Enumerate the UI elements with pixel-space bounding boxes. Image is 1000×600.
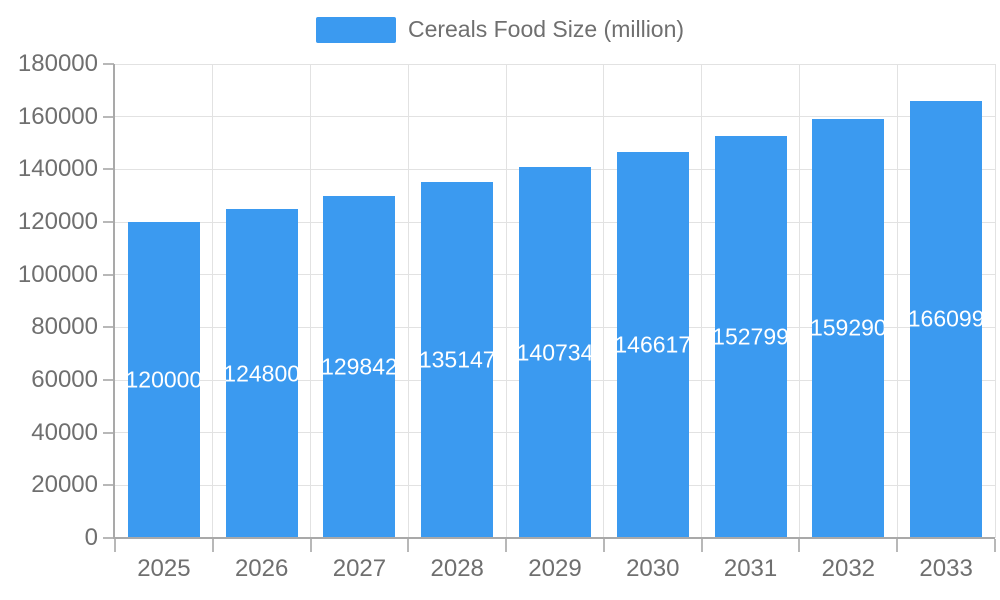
x-gridline <box>701 64 703 538</box>
legend-item[interactable]: Cereals Food Size (million) <box>0 16 1000 43</box>
y-axis-tick <box>103 115 114 118</box>
y-axis-label: 80000 <box>31 313 98 341</box>
x-axis-label: 2033 <box>919 555 973 582</box>
y-axis-tick <box>103 379 114 381</box>
bar-value-label: 140734 <box>519 339 591 366</box>
bar[interactable]: 124800 <box>225 209 298 538</box>
bar-value-label: 146617 <box>616 331 689 358</box>
y-axis-line <box>113 64 115 538</box>
bar[interactable]: 135147 <box>421 182 494 538</box>
x-axis-label: 2030 <box>626 555 680 582</box>
y-axis-label: 140000 <box>17 155 98 183</box>
x-axis-tick <box>505 539 508 552</box>
y-axis-tick <box>103 168 114 171</box>
y-axis-label: 0 <box>84 524 98 551</box>
x-axis-tick <box>407 539 410 552</box>
x-axis-tick <box>309 539 312 552</box>
x-axis-tick <box>700 539 703 552</box>
bar[interactable]: 129842 <box>323 196 396 538</box>
x-axis-label: 2029 <box>528 555 582 582</box>
bar[interactable]: 120000 <box>127 222 200 538</box>
y-axis-tick <box>103 431 114 434</box>
y-axis-tick <box>103 326 114 329</box>
y-axis-label: 180000 <box>17 50 98 77</box>
y-axis-tick <box>103 273 114 276</box>
x-axis-label: 2032 <box>821 555 876 582</box>
bar[interactable]: 159290 <box>812 118 885 538</box>
bar-value-label: 159290 <box>812 314 885 341</box>
bar-value-label: 124800 <box>225 360 298 387</box>
x-axis-label: 2027 <box>332 555 387 582</box>
x-axis-line <box>113 537 995 539</box>
x-axis-tick <box>602 539 605 552</box>
bar-value-label: 152799 <box>714 323 787 350</box>
y-axis-tick <box>103 221 114 223</box>
y-axis-label: 60000 <box>31 366 98 393</box>
x-gridline <box>603 64 605 538</box>
x-axis-tick <box>798 539 801 552</box>
x-gridline <box>310 64 312 538</box>
bar[interactable]: 146617 <box>616 151 689 538</box>
legend-swatch-icon <box>315 16 396 43</box>
x-gridline <box>994 64 996 538</box>
x-axis-tick <box>211 539 214 552</box>
bar-value-label: 135147 <box>421 346 494 373</box>
y-axis-label: 100000 <box>17 260 98 288</box>
x-axis-tick <box>114 539 116 552</box>
x-gridline <box>212 64 214 538</box>
x-axis-tick <box>896 539 899 552</box>
x-axis-tick <box>994 539 996 552</box>
y-axis-label: 120000 <box>17 208 98 235</box>
x-gridline <box>505 64 507 538</box>
bar-value-label: 120000 <box>127 366 200 393</box>
y-axis-label: 40000 <box>31 418 98 446</box>
x-gridline <box>798 64 800 538</box>
bar[interactable]: 140734 <box>519 167 591 538</box>
x-axis-label: 2025 <box>137 555 191 582</box>
x-axis-label: 2031 <box>723 555 778 582</box>
x-gridline <box>407 64 409 538</box>
bar-value-label: 166099 <box>910 305 983 332</box>
y-axis-tick <box>103 537 114 539</box>
bar-value-label: 129842 <box>323 353 396 380</box>
x-gridline <box>896 64 898 538</box>
y-axis-label: 160000 <box>17 102 98 130</box>
y-axis-tick <box>103 484 114 487</box>
y-axis-label: 20000 <box>31 471 98 499</box>
x-axis-label: 2026 <box>234 555 289 582</box>
bar[interactable]: 152799 <box>714 135 787 538</box>
bar[interactable]: 166099 <box>910 100 983 538</box>
y-gridline <box>115 63 995 65</box>
y-axis-tick <box>103 63 114 65</box>
y-gridline <box>115 116 995 118</box>
x-axis-label: 2028 <box>430 555 484 582</box>
legend-label: Cereals Food Size (million) <box>407 16 685 42</box>
